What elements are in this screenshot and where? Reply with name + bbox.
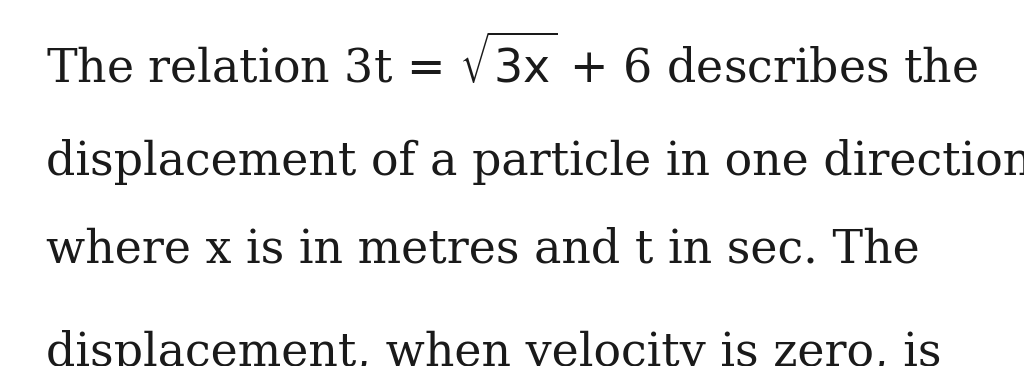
Text: displacement of a particle in one direction: displacement of a particle in one direct… [46, 139, 1024, 185]
Text: displacement, when velocity is zero, is: displacement, when velocity is zero, is [46, 329, 942, 366]
Text: The relation 3t = $\sqrt{\mathrm{3x}}$ + 6 describes the: The relation 3t = $\sqrt{\mathrm{3x}}$ +… [46, 37, 978, 93]
Text: where x is in metres and t in sec. The: where x is in metres and t in sec. The [46, 227, 920, 272]
